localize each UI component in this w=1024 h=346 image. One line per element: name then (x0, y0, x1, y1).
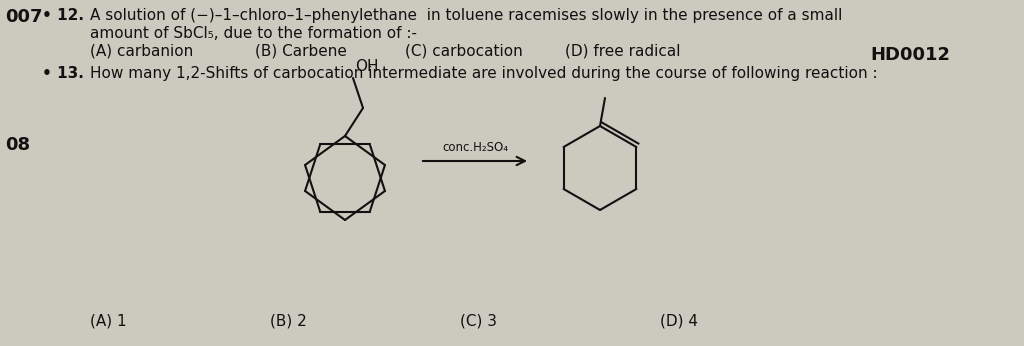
Text: (D) 4: (D) 4 (660, 314, 698, 329)
Text: How many 1,2-Shifts of carbocation intermediate are involved during the course o: How many 1,2-Shifts of carbocation inter… (90, 66, 878, 81)
Text: 08: 08 (5, 136, 30, 154)
Text: • 12.: • 12. (42, 8, 84, 23)
Text: 007: 007 (5, 8, 43, 26)
Text: conc.H₂SO₄: conc.H₂SO₄ (442, 141, 508, 154)
Text: HD0012: HD0012 (870, 46, 950, 64)
Text: (A) 1: (A) 1 (90, 314, 127, 329)
Text: (D) free radical: (D) free radical (565, 44, 681, 59)
Text: (A) carbanion: (A) carbanion (90, 44, 194, 59)
Text: (C) carbocation: (C) carbocation (406, 44, 522, 59)
Text: OH: OH (355, 59, 379, 74)
Text: amount of SbCl₅, due to the formation of :-: amount of SbCl₅, due to the formation of… (90, 26, 417, 41)
Text: (B) 2: (B) 2 (270, 314, 307, 329)
Text: A solution of (−)–1–chloro–1–phenylethane  in toluene racemises slowly in the pr: A solution of (−)–1–chloro–1–phenylethan… (90, 8, 843, 23)
Text: (B) Carbene: (B) Carbene (255, 44, 347, 59)
Text: (C) 3: (C) 3 (460, 314, 497, 329)
Text: • 13.: • 13. (42, 66, 84, 81)
